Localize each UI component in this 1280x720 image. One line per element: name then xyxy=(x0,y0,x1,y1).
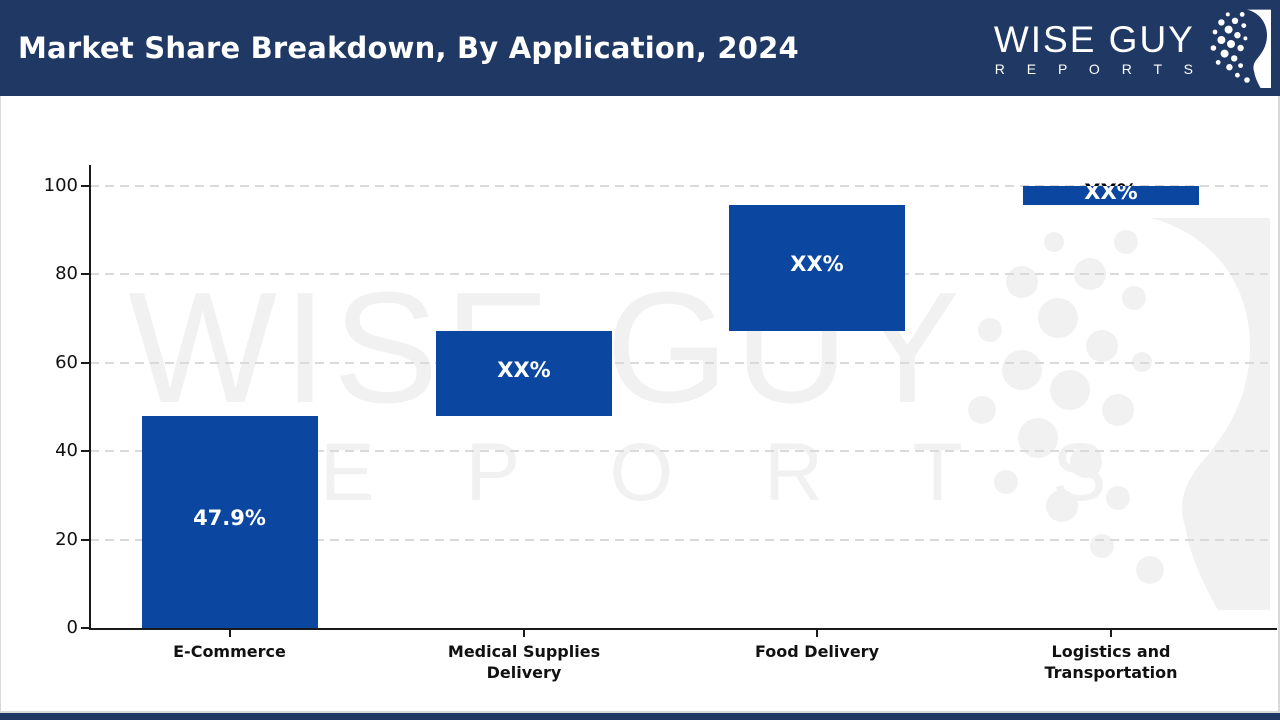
watermark-face-icon xyxy=(968,218,1270,610)
gridline xyxy=(90,185,1268,187)
y-tick xyxy=(81,361,89,364)
gridline xyxy=(90,538,1268,541)
y-tick xyxy=(81,185,89,187)
bar: XX% xyxy=(1023,186,1199,205)
y-axis-line xyxy=(89,165,91,630)
gridline xyxy=(90,450,1268,453)
y-tick-label: 0 xyxy=(66,617,78,638)
gridline xyxy=(90,361,1268,364)
gridline xyxy=(90,273,1268,276)
x-category-label: Logistics and Transportation xyxy=(1044,642,1178,682)
y-tick-label: 20 xyxy=(55,528,78,550)
x-tick xyxy=(1110,628,1112,637)
logo-wordmark: WISE GUY xyxy=(993,18,1195,60)
y-tick-label: 40 xyxy=(55,440,78,462)
y-tick xyxy=(81,450,89,453)
logo-text: WISE GUY R E P O R T S xyxy=(987,18,1202,77)
footer-band xyxy=(0,713,1280,720)
bar: XX% xyxy=(436,331,612,417)
watermark-subtitle: R E P O R T S xyxy=(170,427,1141,518)
y-tick-label: 80 xyxy=(55,263,78,285)
x-category-label: Medical Supplies Delivery xyxy=(447,642,601,682)
x-category-label: Food Delivery xyxy=(755,642,879,661)
logo-subtitle: R E P O R T S xyxy=(994,60,1202,77)
y-tick xyxy=(81,627,89,629)
x-category-label: E-Commerce xyxy=(173,642,286,661)
y-tick xyxy=(81,273,89,276)
y-tick-label: 60 xyxy=(55,351,78,373)
bar: 47.9% xyxy=(141,416,318,628)
bar-value-label: XX% xyxy=(497,357,551,382)
x-tick xyxy=(816,628,818,637)
y-tick-label: 100 xyxy=(43,175,78,196)
y-tick xyxy=(81,538,89,541)
x-tick xyxy=(523,628,525,637)
chart-title: Market Share Breakdown, By Application, … xyxy=(18,31,799,65)
x-tick xyxy=(228,628,231,637)
wise-guy-logo: WISE GUY R E P O R T S xyxy=(987,8,1280,88)
bar-value-label: XX% xyxy=(1084,186,1138,204)
bar: XX% xyxy=(729,205,905,332)
bar-value-label: 47.9% xyxy=(193,506,266,531)
header-band: Market Share Breakdown, By Application, … xyxy=(0,0,1280,96)
bar-value-label: XX% xyxy=(790,252,844,277)
x-axis-line xyxy=(89,628,1277,630)
wise-guy-face-icon xyxy=(1210,9,1271,88)
